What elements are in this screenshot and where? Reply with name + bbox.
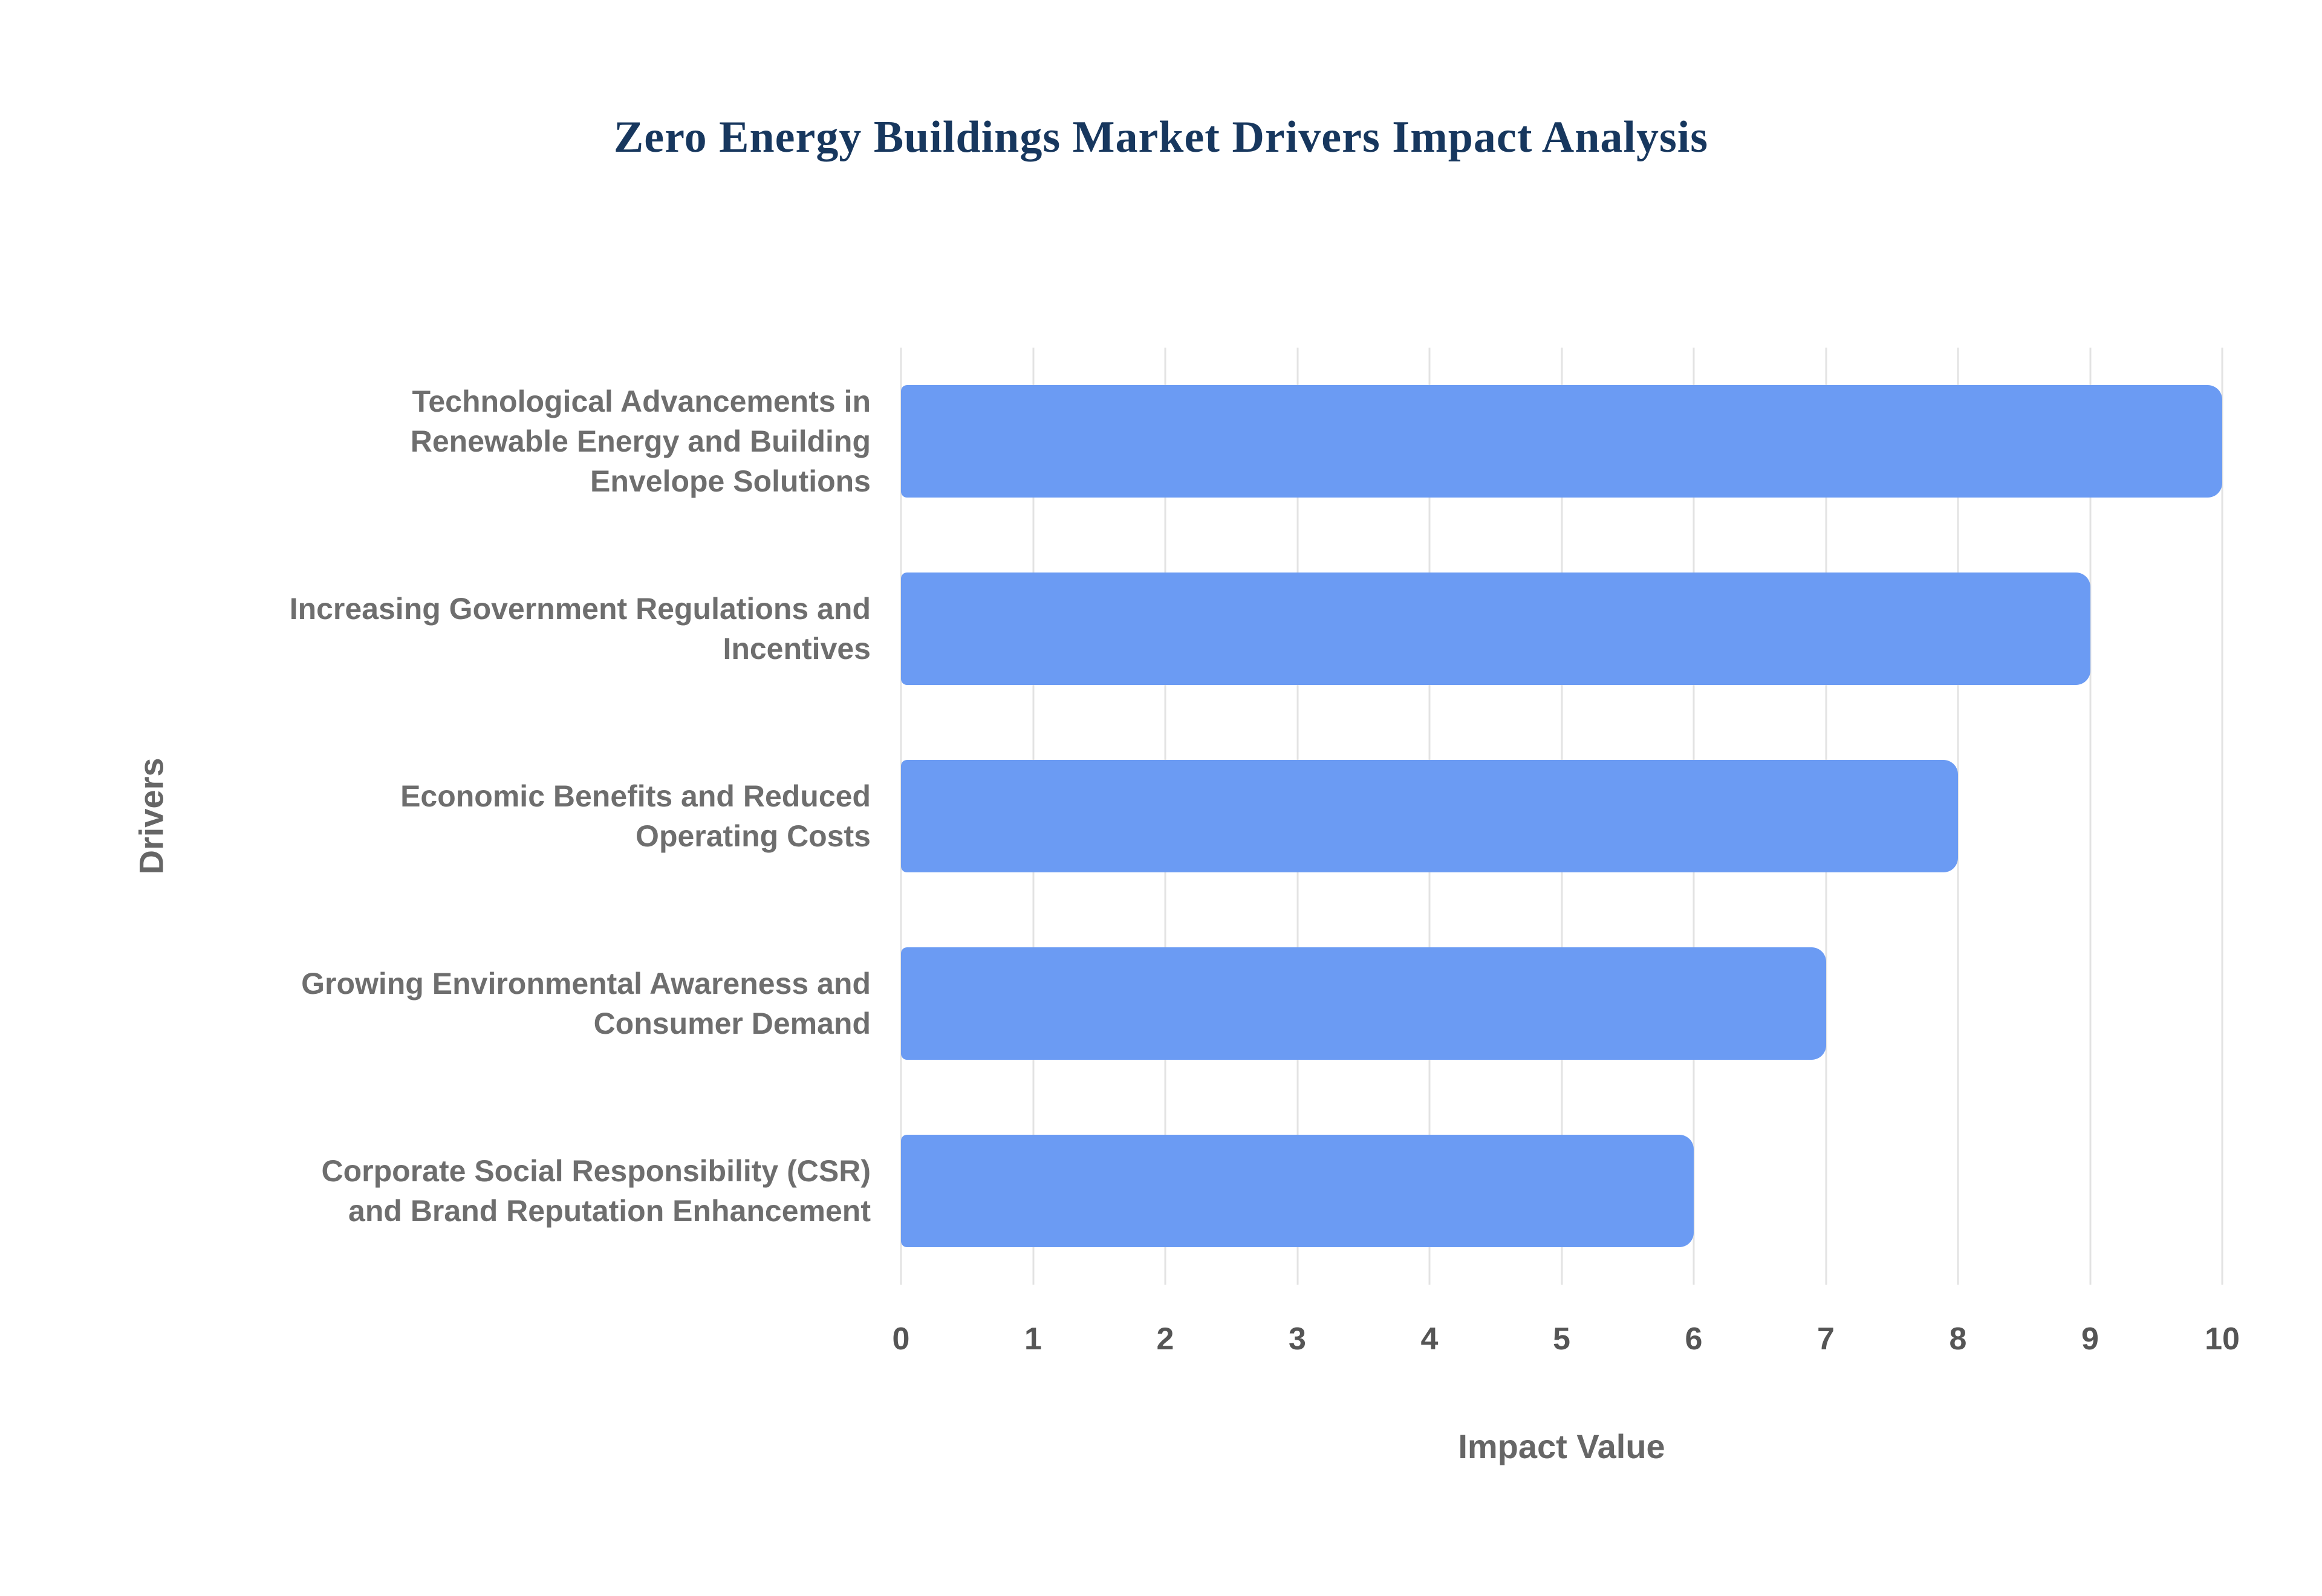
x-tick-label-9: 9: [2081, 1322, 2099, 1357]
bar-row: [901, 722, 2222, 910]
category-label-5: Corporate Social Responsibility (CSR) an…: [321, 1154, 871, 1228]
gridline-x-10: [2221, 348, 2223, 1285]
plot-area: 0 1 2 3 4 5 6 7 8 9 10 Impact Value: [893, 348, 2240, 1465]
y-axis-title: Drivers: [132, 757, 171, 875]
bar-2: [901, 573, 2090, 685]
chart-title: Zero Energy Buildings Market Drivers Imp…: [613, 112, 1709, 162]
x-tick-label-6: 6: [1685, 1322, 1703, 1357]
category-label-1: Technological Advancements in Renewable …: [410, 384, 871, 498]
x-tick-label-5: 5: [1553, 1322, 1570, 1357]
bar-row: [901, 535, 2222, 722]
x-axis-title: Impact Value: [1458, 1427, 1665, 1465]
bar-1: [901, 385, 2222, 498]
bar-row: [901, 348, 2222, 535]
x-tick-label-3: 3: [1289, 1322, 1306, 1357]
x-tick-label-8: 8: [1949, 1322, 1967, 1357]
bar-row: [901, 910, 2222, 1097]
bar-5: [901, 1135, 1694, 1247]
bar-row: [901, 1097, 2222, 1285]
x-tick-label-1: 1: [1024, 1322, 1042, 1357]
gridline-x-9: [2089, 348, 2091, 1285]
category-label-2: Increasing Government Regulations and In…: [289, 592, 871, 666]
bar-4: [901, 947, 1826, 1060]
bar-series: [901, 348, 2222, 1285]
x-axis-ticks: 0 1 2 3 4 5 6 7 8 9 10: [893, 1321, 2240, 1363]
category-axis: Technological Advancements in Renewable …: [284, 348, 871, 1285]
x-tick-label-0: 0: [892, 1322, 910, 1357]
category-label-3: Economic Benefits and Reduced Operating …: [400, 779, 871, 853]
gridline-x-8: [1957, 348, 1959, 1285]
x-tick-label-2: 2: [1156, 1322, 1174, 1357]
x-tick-label-4: 4: [1420, 1322, 1439, 1357]
x-tick-label-10: 10: [2205, 1322, 2240, 1357]
bar-3: [901, 760, 1958, 872]
category-label-4: Growing Environmental Awareness and Cons…: [301, 967, 871, 1040]
x-tick-label-7: 7: [1817, 1322, 1835, 1357]
